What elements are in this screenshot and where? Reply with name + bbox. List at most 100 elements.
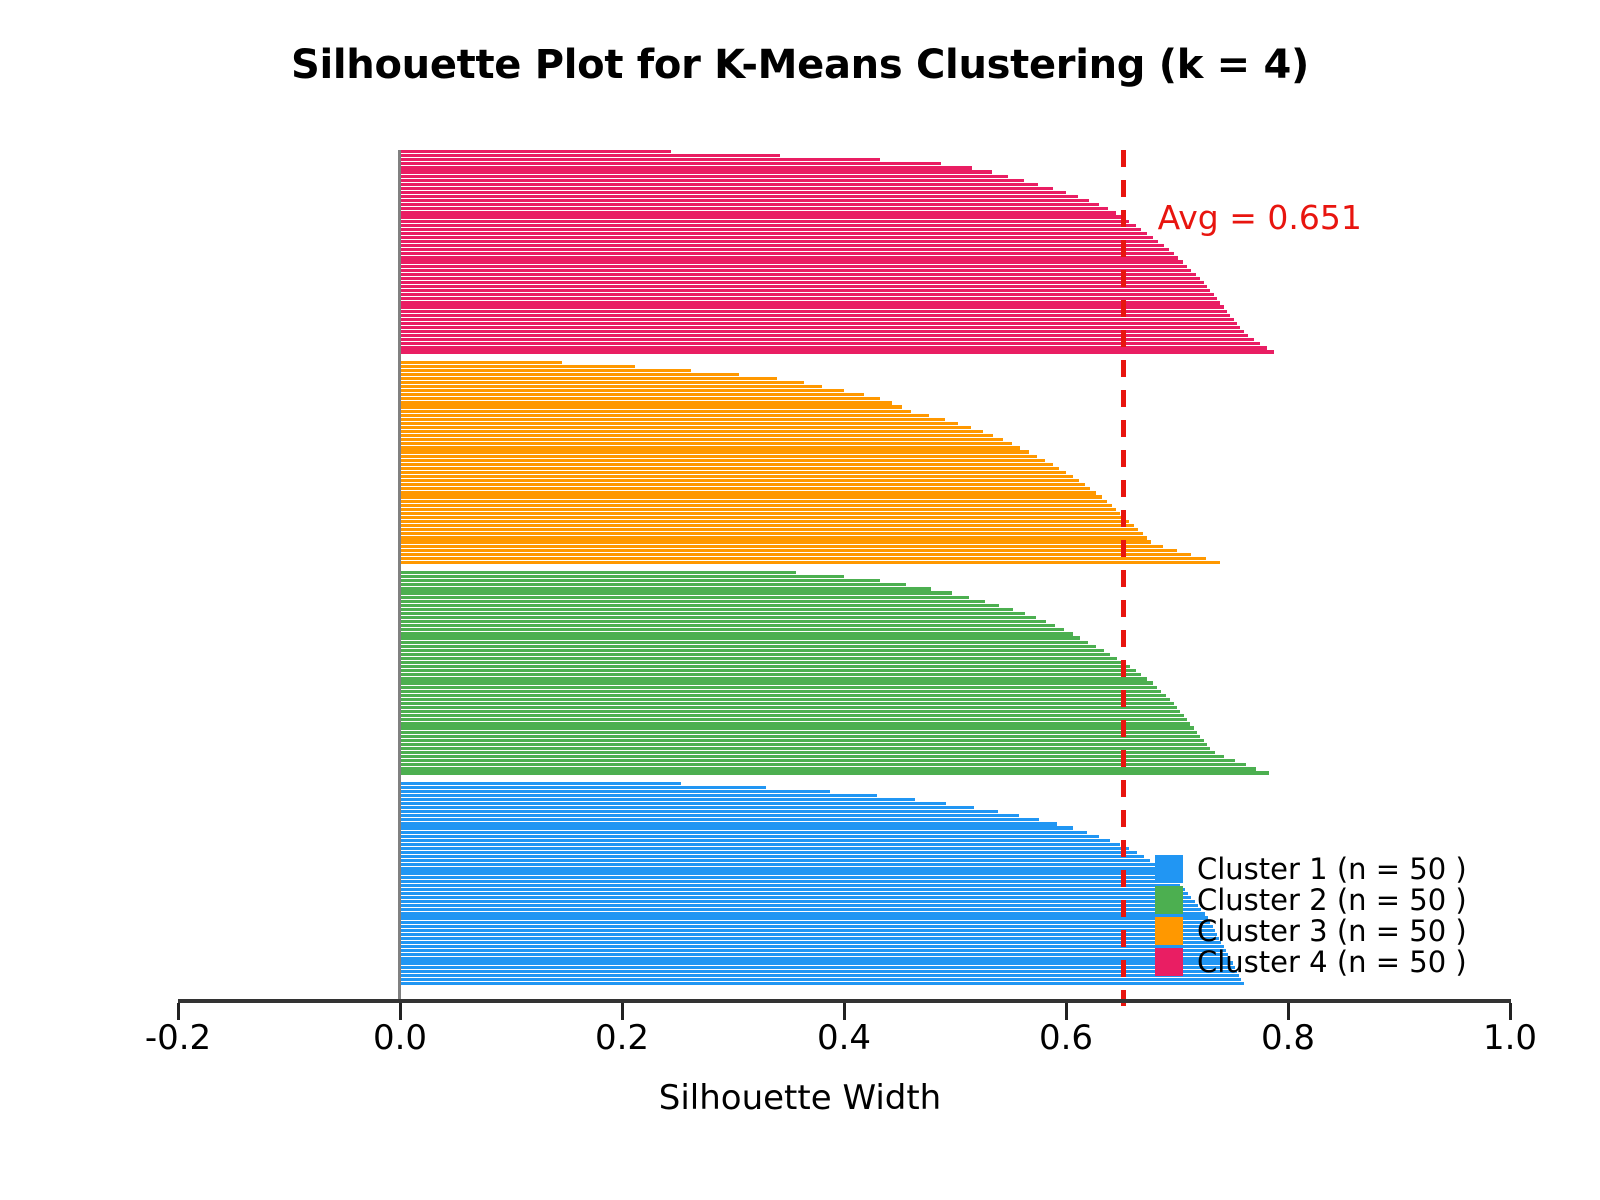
silhouette-bar [400, 268, 1192, 272]
silhouette-bar [400, 470, 1066, 475]
silhouette-bar [400, 556, 1206, 560]
silhouette-bar [400, 560, 1221, 565]
average-silhouette-label: Avg = 0.651 [1157, 198, 1362, 237]
silhouette-bar [400, 685, 1158, 689]
silhouette-bar [400, 297, 1217, 301]
silhouette-bar [400, 503, 1112, 507]
silhouette-bar [400, 677, 1148, 681]
silhouette-bar [400, 372, 739, 376]
silhouette-bar [400, 977, 1242, 981]
silhouette-bar [400, 949, 1226, 953]
average-silhouette-line [1120, 150, 1126, 1006]
silhouette-bar [400, 507, 1116, 511]
silhouette-bar [400, 438, 1003, 442]
silhouette-bar [400, 969, 1237, 973]
silhouette-bar [400, 235, 1153, 240]
x-tick-label: 0.2 [594, 1018, 650, 1058]
silhouette-bar [400, 863, 1156, 867]
silhouette-bar [400, 900, 1195, 904]
silhouette-bar [400, 454, 1038, 458]
silhouette-bar [400, 973, 1240, 977]
silhouette-bar [400, 607, 1013, 611]
x-tick-label: 0.8 [1260, 1018, 1316, 1058]
silhouette-bar [400, 656, 1118, 661]
silhouette-bar [400, 611, 1025, 616]
silhouette-bar [400, 389, 844, 393]
silhouette-bar [400, 834, 1100, 838]
silhouette-bar [400, 603, 1000, 607]
legend-label: Cluster 2 (n = 50 ) [1197, 882, 1467, 917]
silhouette-bar [400, 150, 671, 154]
silhouette-bar [400, 276, 1201, 280]
silhouette-bar [400, 317, 1234, 321]
legend-swatch-icon [1155, 854, 1183, 883]
silhouette-bar [400, 211, 1116, 215]
silhouette-bar [400, 284, 1207, 289]
silhouette-bar [400, 540, 1152, 544]
silhouette-bar [400, 178, 1024, 182]
silhouette-bar [400, 912, 1205, 916]
silhouette-bar [400, 742, 1207, 746]
legend-item-cluster-3[interactable]: Cluster 3 (n = 50 ) [1155, 913, 1495, 948]
silhouette-bar [400, 166, 972, 170]
silhouette-bar [400, 430, 983, 434]
x-tick-label: -0.2 [144, 1018, 212, 1058]
silhouette-bar [400, 272, 1196, 276]
silhouette-bar [400, 896, 1192, 900]
silhouette-bar [400, 264, 1187, 268]
legend-item-cluster-1[interactable]: Cluster 1 (n = 50 ) [1155, 852, 1495, 886]
silhouette-bar [400, 838, 1111, 842]
legend-swatch-icon [1155, 947, 1183, 976]
silhouette-bar [400, 158, 880, 162]
silhouette-bar [400, 393, 864, 397]
silhouette-bar [400, 932, 1217, 937]
silhouette-bar [400, 309, 1227, 313]
silhouette-bar [400, 759, 1235, 763]
silhouette-bar [400, 785, 767, 789]
silhouette-bar [400, 867, 1162, 871]
silhouette-bar [400, 746, 1211, 751]
x-tick-mark [1509, 1003, 1512, 1020]
silhouette-bar [400, 385, 822, 389]
silhouette-bar [400, 536, 1148, 540]
silhouette-bar [400, 591, 952, 595]
silhouette-bar [400, 475, 1073, 479]
silhouette-bar [400, 280, 1204, 285]
silhouette-bar [400, 904, 1199, 908]
silhouette-bar [400, 875, 1172, 879]
silhouette-bar [400, 961, 1233, 965]
silhouette-bar [400, 628, 1064, 632]
silhouette-bar [400, 583, 907, 587]
y-axis-spine [398, 150, 401, 999]
x-tick-mark [399, 1003, 402, 1020]
silhouette-bar [400, 338, 1254, 342]
legend-label: Cluster 3 (n = 50 ) [1197, 913, 1467, 948]
silhouette-bar [400, 714, 1184, 718]
silhouette-bar [400, 750, 1215, 755]
silhouette-bar [400, 219, 1130, 223]
silhouette-bar [400, 644, 1096, 648]
silhouette-bar [400, 730, 1197, 734]
silhouette-bar [400, 491, 1096, 495]
silhouette-bar [400, 793, 878, 797]
silhouette-bar [400, 763, 1246, 767]
silhouette-bar [400, 916, 1209, 920]
x-tick-mark [1287, 1003, 1290, 1020]
silhouette-bar [400, 186, 1053, 190]
legend-label: Cluster 4 (n = 50 ) [1197, 944, 1467, 979]
legend-item-cluster-4[interactable]: Cluster 4 (n = 50 ) [1155, 944, 1495, 979]
silhouette-bar [400, 466, 1060, 471]
silhouette-bar [400, 693, 1166, 697]
silhouette-bar [400, 434, 993, 438]
plot-area [400, 150, 1510, 986]
silhouette-bar [400, 305, 1224, 309]
silhouette-bar [400, 624, 1055, 628]
silhouette-bar [400, 397, 880, 401]
silhouette-bar [400, 701, 1174, 706]
silhouette-bar [400, 587, 931, 591]
silhouette-bar [400, 203, 1100, 207]
silhouette-bar [400, 767, 1256, 771]
silhouette-bar [400, 190, 1066, 195]
silhouette-bar [400, 851, 1138, 855]
legend-item-cluster-2[interactable]: Cluster 2 (n = 50 ) [1155, 882, 1495, 917]
